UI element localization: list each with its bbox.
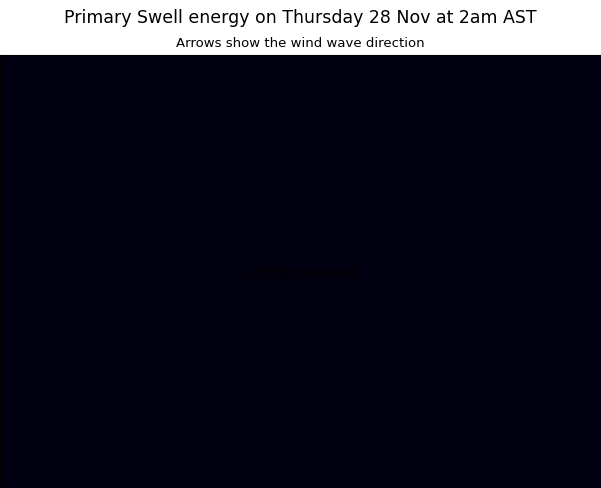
Text: Primary Swell energy on Thursday 28 Nov at 2am AST: Primary Swell energy on Thursday 28 Nov … bbox=[64, 9, 537, 27]
Text: Arrows show the wind wave direction: Arrows show the wind wave direction bbox=[176, 37, 425, 50]
Text: cartopy required: cartopy required bbox=[243, 265, 358, 279]
